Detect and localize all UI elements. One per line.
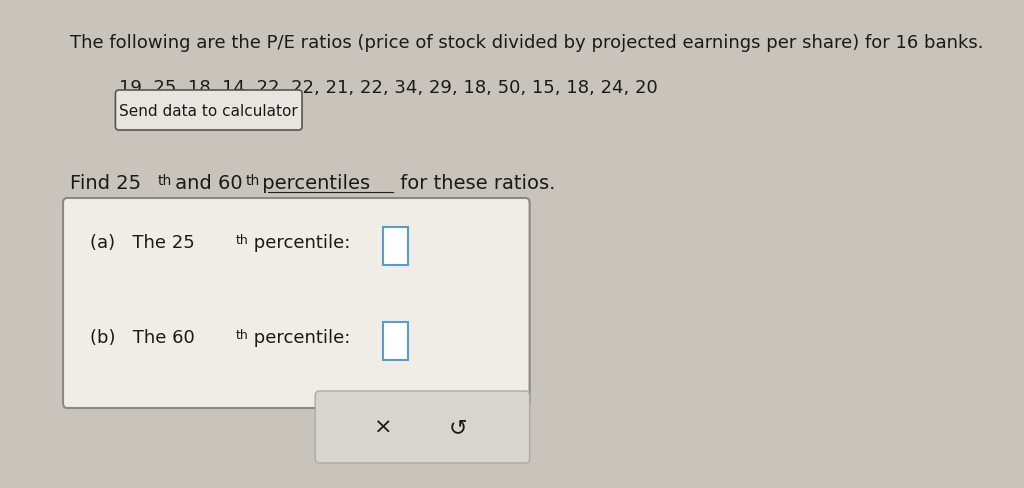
Text: th: th xyxy=(236,328,249,341)
Text: percentile:: percentile: xyxy=(248,234,350,251)
Text: Send data to calculator: Send data to calculator xyxy=(120,103,298,118)
FancyBboxPatch shape xyxy=(383,227,408,265)
Text: percentiles: percentiles xyxy=(256,174,371,193)
Text: percentile:: percentile: xyxy=(248,328,350,346)
Text: (b)   The 60: (b) The 60 xyxy=(90,328,195,346)
Text: th: th xyxy=(236,234,249,246)
Text: ×: × xyxy=(374,417,392,437)
Text: Find 25: Find 25 xyxy=(70,174,140,193)
Text: (a)   The 25: (a) The 25 xyxy=(90,234,195,251)
FancyBboxPatch shape xyxy=(315,391,529,463)
Text: th: th xyxy=(157,174,171,187)
Text: for these ratios.: for these ratios. xyxy=(394,174,555,193)
Text: The following are the P/E ratios (price of stock divided by projected earnings p: The following are the P/E ratios (price … xyxy=(70,34,983,52)
Text: 19, 25, 18, 14, 22, 22, 21, 22, 34, 29, 18, 50, 15, 18, 24, 20: 19, 25, 18, 14, 22, 22, 21, 22, 34, 29, … xyxy=(119,79,657,97)
FancyBboxPatch shape xyxy=(63,199,529,408)
Text: and 60: and 60 xyxy=(169,174,243,193)
FancyBboxPatch shape xyxy=(383,323,408,360)
Text: ↺: ↺ xyxy=(450,417,468,437)
FancyBboxPatch shape xyxy=(116,91,302,131)
Text: th: th xyxy=(246,174,260,187)
